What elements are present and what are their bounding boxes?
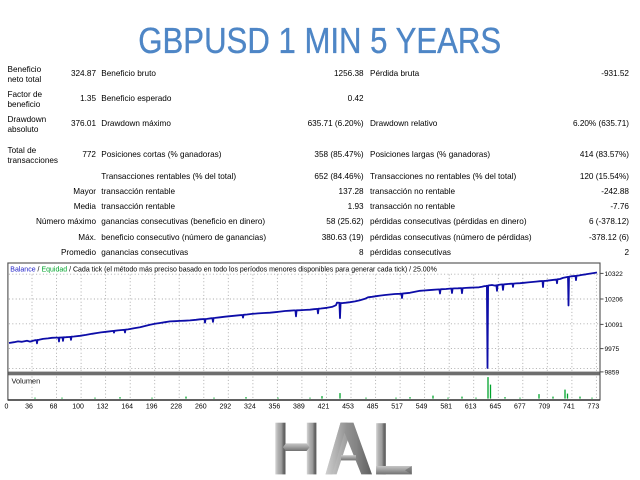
svg-text:Balance / Equidad / Cada tick: Balance / Equidad / Cada tick (el método… [10,266,437,273]
svg-text:485: 485 [367,403,379,410]
svg-text:741: 741 [563,403,575,410]
svg-text:709: 709 [538,403,550,410]
svg-text:10322: 10322 [605,271,624,278]
svg-text:645: 645 [489,403,501,410]
svg-text:517: 517 [391,403,403,410]
svg-text:9859: 9859 [605,370,620,377]
svg-text:389: 389 [293,403,305,410]
svg-text:228: 228 [170,403,182,410]
svg-text:10206: 10206 [605,297,624,304]
svg-text:421: 421 [318,403,330,410]
svg-text:356: 356 [269,403,281,410]
svg-text:100: 100 [72,403,84,410]
svg-text:0: 0 [5,403,9,410]
svg-text:260: 260 [195,403,207,410]
svg-text:164: 164 [121,403,133,410]
svg-text:36: 36 [25,403,33,410]
svg-text:581: 581 [440,403,452,410]
svg-text:677: 677 [514,403,526,410]
svg-text:10091: 10091 [605,322,624,329]
svg-text:Volumen: Volumen [12,376,41,385]
svg-text:324: 324 [244,403,256,410]
svg-text:773: 773 [588,403,600,410]
svg-text:613: 613 [465,403,477,410]
svg-text:453: 453 [342,403,354,410]
svg-text:549: 549 [416,403,428,410]
svg-text:196: 196 [146,403,158,410]
svg-text:132: 132 [97,403,109,410]
svg-text:9975: 9975 [605,346,620,353]
svg-text:292: 292 [219,403,231,410]
svg-text:68: 68 [50,403,58,410]
